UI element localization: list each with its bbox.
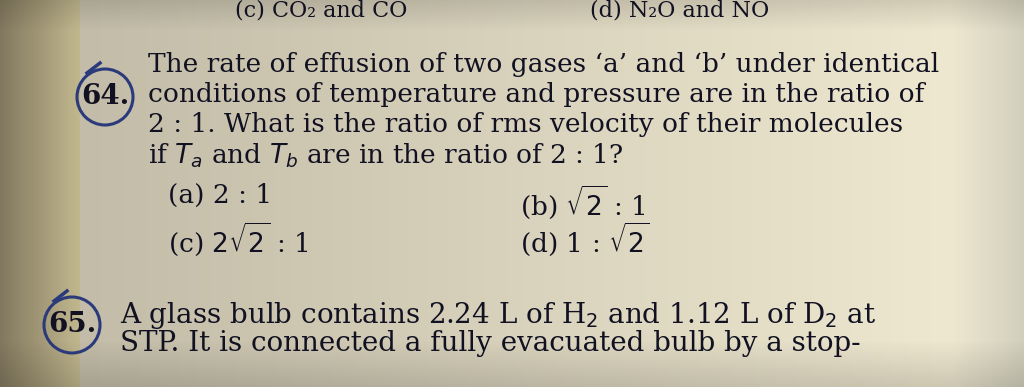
Text: (d) 1 : $\sqrt{2}$: (d) 1 : $\sqrt{2}$ (520, 220, 650, 258)
Text: (b) $\sqrt{2}$ : 1: (b) $\sqrt{2}$ : 1 (520, 183, 646, 221)
Text: The rate of effusion of two gases ‘a’ and ‘b’ under identical: The rate of effusion of two gases ‘a’ an… (148, 52, 939, 77)
Text: STP. It is connected a fully evacuated bulb by a stop-: STP. It is connected a fully evacuated b… (120, 330, 860, 357)
Text: 65.: 65. (48, 312, 96, 339)
Text: 2 : 1. What is the ratio of rms velocity of their molecules: 2 : 1. What is the ratio of rms velocity… (148, 112, 903, 137)
Text: (d) N₂O and NO: (d) N₂O and NO (590, 0, 769, 22)
Text: (c) $2\sqrt{2}$ : 1: (c) $2\sqrt{2}$ : 1 (168, 220, 308, 258)
Text: 64.: 64. (81, 84, 129, 111)
Text: (a) 2 : 1: (a) 2 : 1 (168, 183, 272, 208)
Text: if $T_a$ and $T_b$ are in the ratio of 2 : 1?: if $T_a$ and $T_b$ are in the ratio of 2… (148, 142, 624, 171)
Text: conditions of temperature and pressure are in the ratio of: conditions of temperature and pressure a… (148, 82, 925, 107)
Text: (c) CO₂ and CO: (c) CO₂ and CO (234, 0, 408, 22)
Text: A glass bulb contains 2.24 L of H$_2$ and 1.12 L of D$_2$ at: A glass bulb contains 2.24 L of H$_2$ an… (120, 300, 877, 331)
